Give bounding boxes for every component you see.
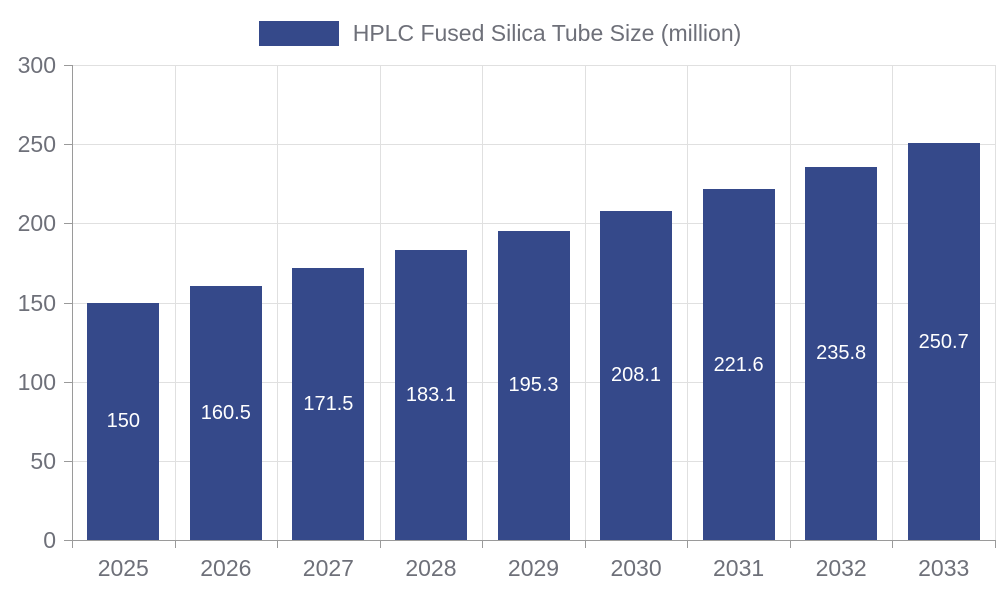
- bar-2029[interactable]: [497, 230, 570, 540]
- bar-value-label: 250.7: [918, 330, 969, 353]
- x-gridline: [482, 65, 484, 540]
- x-axis-label: 2032: [815, 555, 867, 581]
- y-tick-mark: [64, 460, 72, 462]
- y-gridline: [72, 144, 995, 146]
- x-axis-label: 2030: [610, 555, 662, 581]
- y-gridline: [72, 223, 995, 225]
- x-tick-mark: [584, 540, 586, 548]
- y-axis-line: [72, 65, 73, 541]
- y-axis-label: 300: [17, 52, 56, 78]
- bar-2027[interactable]: [292, 268, 365, 540]
- x-tick-mark: [379, 540, 381, 548]
- bar-2031[interactable]: [702, 189, 775, 540]
- x-axis-label: 2033: [918, 555, 970, 581]
- bar-value-label: 171.5: [303, 393, 354, 416]
- bar-2033[interactable]: [907, 143, 980, 540]
- y-tick-mark: [64, 540, 72, 541]
- x-axis-label: 2029: [507, 555, 560, 581]
- y-tick-mark: [64, 144, 72, 146]
- y-gridline: [72, 65, 995, 66]
- x-axis-line: [72, 540, 996, 541]
- bar-2032[interactable]: [805, 166, 878, 540]
- bar-value-label: 221.6: [713, 353, 764, 376]
- y-axis-label: 150: [17, 289, 56, 316]
- x-gridline: [995, 65, 996, 540]
- x-tick-mark: [72, 540, 73, 548]
- y-axis-label: 200: [17, 210, 56, 237]
- bar-value-label: 150: [106, 410, 140, 433]
- bar-value-label: 208.1: [611, 364, 662, 387]
- y-axis-label: 0: [43, 527, 56, 553]
- y-axis-label: 100: [17, 368, 56, 395]
- y-tick-mark: [64, 381, 72, 383]
- x-gridline: [687, 65, 689, 540]
- legend-label: HPLC Fused Silica Tube Size (million): [352, 20, 742, 46]
- x-tick-mark: [687, 540, 689, 548]
- bar-value-label: 160.5: [200, 401, 251, 424]
- y-tick-mark: [64, 302, 72, 304]
- y-axis-label: 50: [30, 447, 56, 474]
- x-tick-mark: [277, 540, 279, 548]
- x-axis-label: 2025: [97, 555, 149, 581]
- x-tick-mark: [174, 540, 176, 548]
- bar-2026[interactable]: [189, 285, 262, 540]
- x-gridline: [584, 65, 586, 540]
- x-axis-label: 2026: [200, 555, 252, 581]
- bar-value-label: 235.8: [816, 342, 867, 365]
- y-axis-label: 250: [17, 131, 56, 158]
- x-tick-mark: [995, 540, 996, 548]
- bar-2025[interactable]: [87, 302, 160, 540]
- x-tick-mark: [482, 540, 484, 548]
- x-axis-label: 2031: [713, 555, 765, 581]
- bar-2028[interactable]: [394, 250, 467, 540]
- bar-value-label: 195.3: [508, 374, 559, 397]
- x-tick-mark: [789, 540, 791, 548]
- bar-value-label: 183.1: [405, 384, 456, 407]
- y-tick-mark: [64, 65, 72, 66]
- x-gridline: [379, 65, 381, 540]
- x-axis-label: 2028: [405, 555, 457, 581]
- chart-legend[interactable]: HPLC Fused Silica Tube Size (million): [0, 20, 1000, 46]
- y-tick-mark: [64, 223, 72, 225]
- legend-swatch-icon: [258, 20, 339, 46]
- x-gridline: [892, 65, 894, 540]
- x-tick-mark: [892, 540, 894, 548]
- x-axis-label: 2027: [302, 555, 354, 581]
- x-gridline: [174, 65, 176, 540]
- x-gridline: [789, 65, 791, 540]
- x-gridline: [277, 65, 279, 540]
- bar-2030[interactable]: [600, 210, 673, 540]
